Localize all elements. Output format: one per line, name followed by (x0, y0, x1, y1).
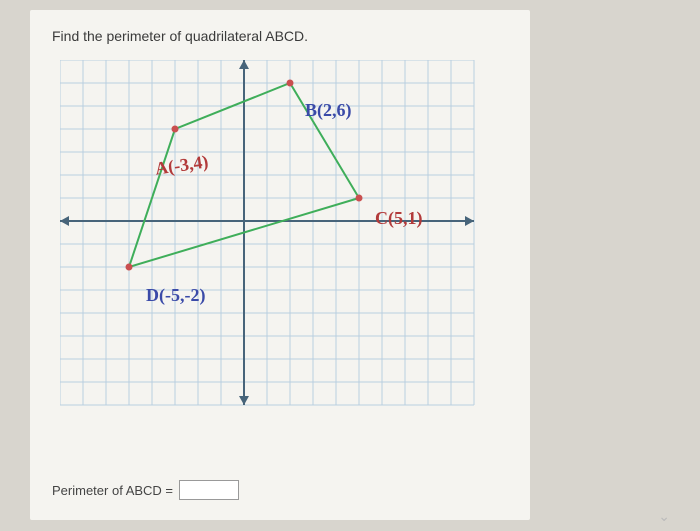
answer-input[interactable] (179, 480, 239, 500)
vertex-label: B(2,6) (305, 100, 352, 121)
graph-area: A(-3,4)B(2,6)C(5,1)D(-5,-2) (60, 60, 480, 440)
worksheet-paper: Find the perimeter of quadrilateral ABCD… (30, 10, 530, 520)
question-prompt: Find the perimeter of quadrilateral ABCD… (52, 28, 508, 44)
answer-row: Perimeter of ABCD = (52, 480, 239, 500)
vertex-label: D(-5,-2) (146, 285, 205, 306)
coordinate-grid (60, 60, 480, 411)
vertex-label: C(5,1) (375, 208, 423, 229)
answer-label: Perimeter of ABCD = (52, 483, 173, 498)
scroll-indicator-icon: ⌄ (658, 508, 670, 525)
